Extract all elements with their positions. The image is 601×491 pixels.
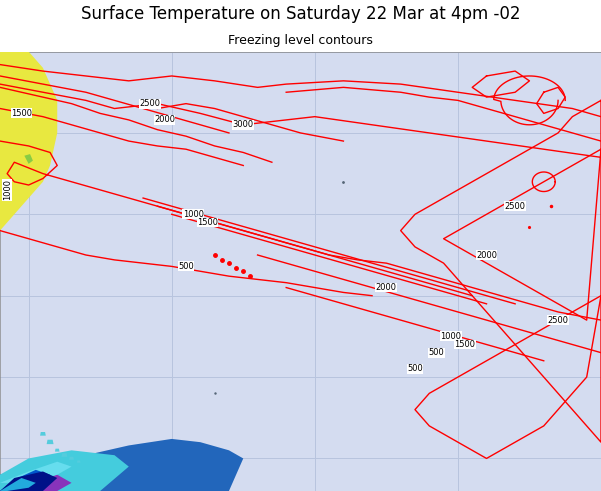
Text: 500: 500	[407, 364, 423, 374]
Text: 2000: 2000	[376, 283, 397, 292]
Text: Freezing level contours: Freezing level contours	[228, 34, 373, 47]
Polygon shape	[0, 52, 57, 231]
Polygon shape	[24, 154, 33, 164]
Polygon shape	[0, 439, 243, 491]
Text: 1500: 1500	[197, 218, 218, 227]
Text: 2500: 2500	[548, 316, 569, 325]
Text: 2500: 2500	[505, 202, 526, 211]
Text: 2500: 2500	[140, 99, 160, 108]
Text: 1500: 1500	[454, 340, 475, 349]
Text: 2000: 2000	[154, 115, 175, 124]
Polygon shape	[69, 457, 74, 460]
Text: 1000: 1000	[441, 332, 461, 341]
Polygon shape	[47, 440, 53, 444]
Text: 500: 500	[429, 348, 444, 357]
Text: 2000: 2000	[476, 250, 497, 260]
Polygon shape	[0, 475, 72, 491]
Polygon shape	[22, 149, 38, 169]
Polygon shape	[0, 471, 57, 491]
Polygon shape	[55, 449, 59, 452]
Text: 1000: 1000	[2, 179, 11, 200]
Polygon shape	[7, 136, 14, 144]
Polygon shape	[0, 470, 50, 491]
Polygon shape	[61, 453, 67, 457]
Polygon shape	[10, 144, 16, 151]
Polygon shape	[77, 461, 81, 463]
Text: 500: 500	[178, 262, 194, 271]
Text: Surface Temperature on Saturday 22 Mar at 4pm -02: Surface Temperature on Saturday 22 Mar a…	[81, 5, 520, 24]
Text: 1000: 1000	[183, 210, 204, 219]
Polygon shape	[0, 450, 129, 491]
Polygon shape	[17, 167, 27, 179]
Text: 1500: 1500	[11, 109, 32, 118]
Polygon shape	[0, 478, 36, 491]
Text: 3000: 3000	[233, 120, 254, 129]
Polygon shape	[0, 462, 72, 483]
Polygon shape	[40, 432, 46, 436]
